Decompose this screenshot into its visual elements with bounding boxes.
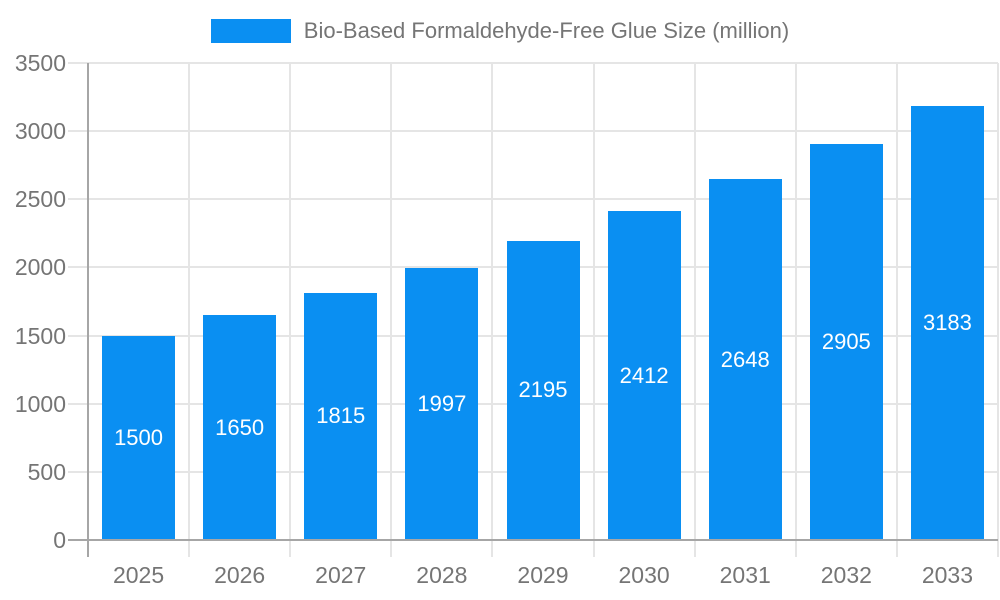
bar-value-label: 1815 bbox=[316, 403, 366, 429]
category-boundary-line bbox=[693, 63, 696, 557]
gridline-horizontal bbox=[68, 130, 998, 133]
gridline-horizontal bbox=[68, 62, 998, 64]
y-axis-tick-label: 3000 bbox=[14, 118, 66, 145]
legend-label: Bio-Based Formaldehyde-Free Glue Size (m… bbox=[303, 18, 790, 43]
y-axis-tick-label: 2000 bbox=[14, 254, 66, 281]
y-axis-tick-label: 1500 bbox=[14, 322, 66, 349]
category-boundary-line bbox=[794, 63, 797, 557]
y-axis-line bbox=[87, 63, 89, 557]
bar-value-label: 2195 bbox=[518, 377, 568, 403]
bar bbox=[203, 315, 277, 540]
category-boundary-line bbox=[491, 63, 494, 557]
x-axis-tick-label: 2025 bbox=[112, 562, 165, 588]
bar bbox=[708, 179, 782, 540]
x-axis-tick-label: 2031 bbox=[719, 562, 771, 588]
bar bbox=[506, 240, 580, 540]
bar-value-label: 1650 bbox=[215, 414, 265, 440]
x-axis-tick-label: 2030 bbox=[618, 562, 670, 588]
x-axis-tick-label: 2028 bbox=[416, 562, 468, 588]
category-boundary-line bbox=[188, 63, 191, 557]
category-boundary-line bbox=[592, 63, 595, 557]
bar bbox=[405, 267, 479, 540]
bar bbox=[809, 144, 883, 540]
bar bbox=[607, 211, 681, 540]
y-axis-tick-label: 500 bbox=[27, 458, 66, 485]
y-axis-tick-label: 0 bbox=[53, 527, 66, 553]
legend-swatch bbox=[210, 19, 291, 43]
bar bbox=[304, 292, 378, 540]
y-axis-tick-label: 1000 bbox=[14, 390, 66, 417]
y-axis-tick-label: 3500 bbox=[14, 50, 66, 76]
bar bbox=[910, 106, 984, 540]
plot-area: 0 500 1000 1500 2000 2500 3000 3500 1500 1650 1815… bbox=[15, 50, 999, 588]
y-axis-tick-label: 2500 bbox=[14, 186, 66, 213]
category-boundary-line bbox=[997, 63, 999, 557]
bar-value-label: 2648 bbox=[720, 346, 770, 372]
bar bbox=[102, 335, 176, 540]
bar-value-label: 1500 bbox=[114, 424, 164, 450]
chart-legend: Bio-Based Formaldehyde-Free Glue Size (m… bbox=[0, 18, 1000, 44]
x-axis-tick-label: 2029 bbox=[517, 562, 569, 588]
category-boundary-line bbox=[390, 63, 393, 557]
category-boundary-line bbox=[895, 63, 898, 557]
bar-value-label: 2905 bbox=[821, 329, 871, 355]
category-boundary-line bbox=[289, 63, 292, 557]
bar-value-label: 2412 bbox=[619, 362, 669, 388]
x-axis-tick-label: 2033 bbox=[921, 562, 974, 588]
bar-value-label: 1997 bbox=[417, 390, 467, 416]
gridline-horizontal bbox=[68, 198, 998, 201]
x-axis-tick-label: 2032 bbox=[820, 562, 872, 588]
x-axis-tick-label: 2026 bbox=[214, 562, 266, 588]
bar-value-label: 3183 bbox=[922, 310, 972, 336]
x-axis-line bbox=[68, 539, 998, 541]
x-axis-tick-label: 2027 bbox=[315, 562, 367, 588]
